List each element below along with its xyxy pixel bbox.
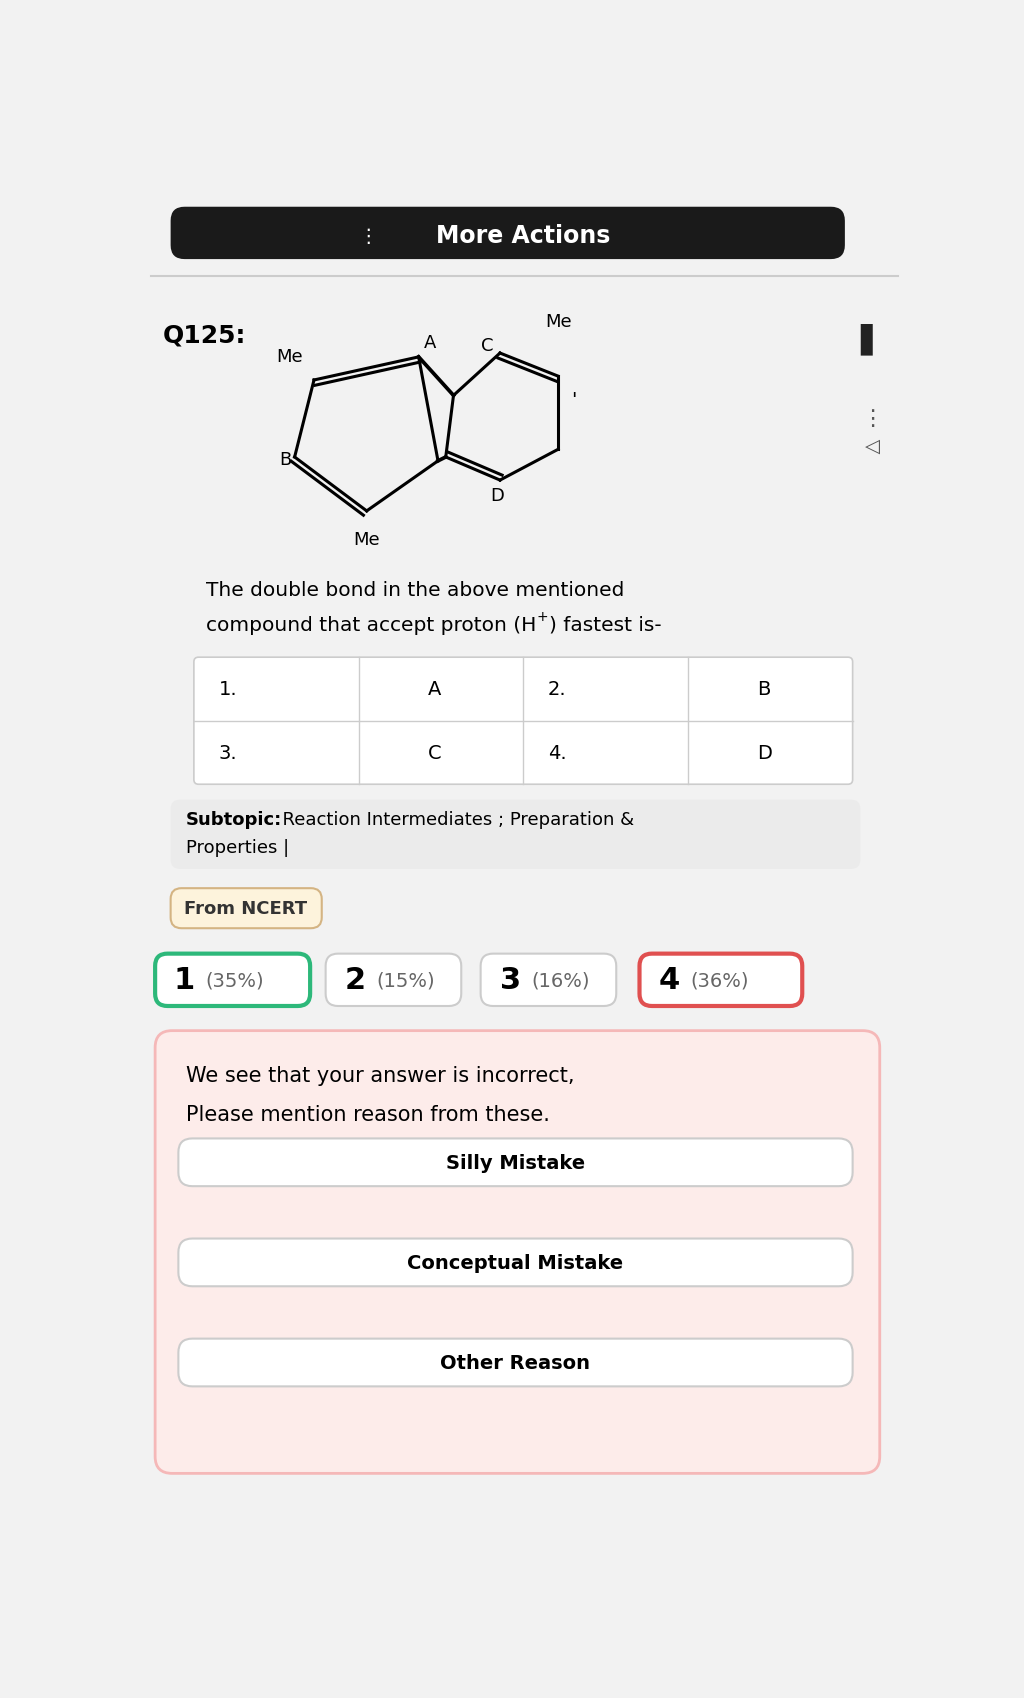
- FancyBboxPatch shape: [171, 800, 860, 869]
- Text: C: C: [481, 336, 494, 355]
- FancyBboxPatch shape: [640, 954, 802, 1007]
- Text: B: B: [280, 450, 292, 469]
- Text: Properties |: Properties |: [186, 839, 289, 856]
- FancyBboxPatch shape: [171, 888, 322, 929]
- Text: D: D: [757, 744, 772, 762]
- FancyBboxPatch shape: [178, 1139, 853, 1187]
- Text: C: C: [428, 744, 441, 762]
- Text: 4.: 4.: [548, 744, 566, 762]
- FancyBboxPatch shape: [171, 207, 845, 260]
- Text: A: A: [424, 335, 436, 351]
- Text: Q125:: Q125:: [163, 323, 246, 346]
- Text: 1: 1: [174, 966, 196, 995]
- Text: Me: Me: [353, 531, 380, 548]
- FancyBboxPatch shape: [178, 1338, 853, 1387]
- FancyBboxPatch shape: [155, 1031, 880, 1474]
- Text: ⋮: ⋮: [861, 409, 883, 430]
- Text: 4: 4: [658, 966, 680, 995]
- Text: Reaction Intermediates ; Preparation &: Reaction Intermediates ; Preparation &: [271, 812, 635, 829]
- Text: Silly Mistake: Silly Mistake: [445, 1153, 585, 1172]
- Text: 3.: 3.: [218, 744, 238, 762]
- Text: From NCERT: From NCERT: [184, 900, 307, 917]
- Text: ) fastest is-: ) fastest is-: [549, 615, 662, 635]
- Text: (35%): (35%): [206, 971, 264, 990]
- Text: 2.: 2.: [548, 679, 566, 700]
- Text: 3: 3: [500, 966, 520, 995]
- Text: ▌: ▌: [860, 323, 884, 355]
- Text: Other Reason: Other Reason: [440, 1353, 591, 1372]
- Text: We see that your answer is incorrect,: We see that your answer is incorrect,: [186, 1066, 574, 1085]
- Text: Conceptual Mistake: Conceptual Mistake: [408, 1253, 624, 1272]
- Text: B: B: [757, 679, 770, 700]
- Text: Me: Me: [275, 348, 302, 365]
- Text: ◁: ◁: [864, 436, 880, 455]
- FancyBboxPatch shape: [326, 954, 461, 1007]
- FancyBboxPatch shape: [155, 954, 310, 1007]
- Text: 1.: 1.: [218, 679, 238, 700]
- Text: (16%): (16%): [531, 971, 590, 990]
- Text: Please mention reason from these.: Please mention reason from these.: [186, 1104, 550, 1124]
- Text: A: A: [428, 679, 441, 700]
- Text: The double bond in the above mentioned: The double bond in the above mentioned: [206, 581, 624, 599]
- FancyBboxPatch shape: [194, 657, 853, 784]
- FancyBboxPatch shape: [480, 954, 616, 1007]
- Text: 2: 2: [344, 966, 366, 995]
- Text: D: D: [489, 487, 504, 504]
- Text: Subtopic:: Subtopic:: [186, 812, 283, 829]
- Text: ⋮: ⋮: [358, 226, 378, 246]
- Text: compound that accept proton (H: compound that accept proton (H: [206, 615, 536, 635]
- Text: (15%): (15%): [376, 971, 434, 990]
- Text: ': ': [571, 391, 577, 409]
- Text: +: +: [537, 610, 548, 623]
- Text: More Actions: More Actions: [436, 224, 610, 248]
- Text: (36%): (36%): [690, 971, 749, 990]
- FancyBboxPatch shape: [178, 1240, 853, 1287]
- Text: Me: Me: [545, 312, 571, 331]
